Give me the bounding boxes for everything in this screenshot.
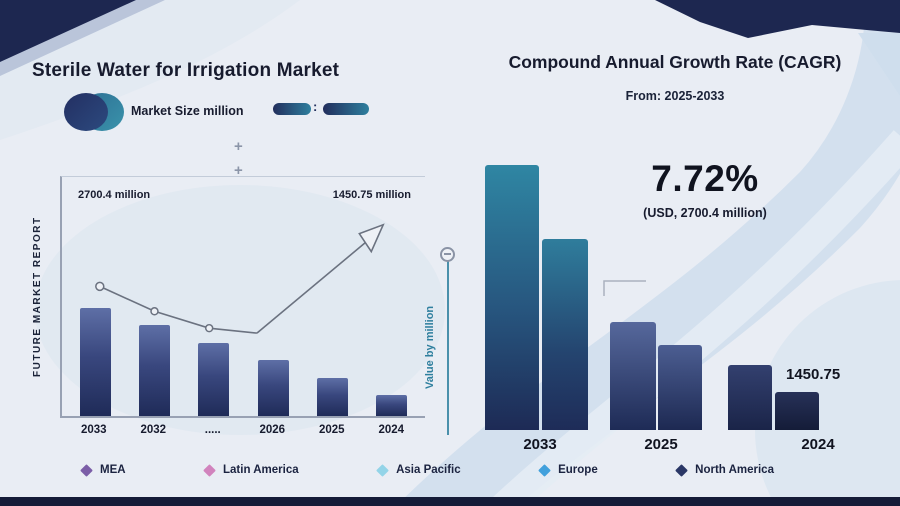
right-chart-category: 2025 [644, 436, 678, 453]
legend-diamond-icon [675, 463, 689, 477]
left-chart-bar-..... [198, 343, 230, 416]
legend-label: Asia Pacific [396, 464, 461, 476]
left-chart-bar-column [66, 177, 125, 416]
right-chart-y-axis-label: Value by million [424, 305, 436, 389]
left-chart-category: 2033 [80, 424, 107, 436]
right-chart-bar-2 [610, 322, 656, 430]
legend-diamond-icon [538, 463, 551, 477]
right-chart-category: 2024 [801, 436, 835, 453]
cagr-stat: 7.72% (USD, 2700.4 million) [560, 158, 850, 220]
legend-diamond-icon [376, 463, 389, 477]
left-chart-category: 2026 [259, 424, 286, 436]
legend-label: Latin America [223, 464, 299, 476]
legend-diamond-icon [80, 463, 93, 477]
cagr-chart: 2033 2025 2024 1450.75 [470, 160, 880, 453]
legend-pill-icon [323, 103, 369, 115]
cagr-caption: (USD, 2700.4 million) [643, 206, 767, 220]
cagr-header: Compound Annual Growth Rate (CAGR) From:… [455, 52, 895, 103]
plus-decoration: + [234, 162, 243, 179]
cagr-title: Compound Annual Growth Rate (CAGR) [508, 52, 842, 72]
right-chart-axis-line [447, 258, 449, 435]
right-chart-bar-5 [775, 392, 819, 430]
left-chart-bar-column [303, 177, 362, 416]
right-chart-category: 2033 [523, 436, 557, 453]
left-chart-y-axis-label: FUTURE MARKET REPORT [32, 216, 43, 378]
left-chart-x-axis: 2033 2032..... 2026 2025 2024 [60, 424, 425, 436]
cagr-value: 7.72% [651, 158, 759, 199]
right-chart-bar-4 [728, 365, 772, 430]
right-chart-bar-1 [542, 239, 588, 430]
left-chart-bar-column [362, 177, 421, 416]
left-chart-bar-column [244, 177, 303, 416]
legend-item-europe: Europe [538, 463, 598, 477]
left-chart-bar-2025 [316, 378, 348, 416]
legend-item-mea: MEA [80, 463, 126, 477]
legend-pill-icon [273, 103, 311, 115]
left-chart-bar-column [184, 177, 243, 416]
legend-separator: : [313, 99, 318, 114]
left-chart-bar-2026 [257, 360, 289, 416]
left-chart-category: 2024 [378, 424, 405, 436]
left-chart-category: ..... [204, 424, 221, 436]
left-chart-category: 2025 [318, 424, 345, 436]
right-chart-bar-0 [485, 165, 539, 430]
legend-item-asia-pacific: Asia Pacific [376, 463, 461, 477]
page-title: Sterile Water for Irrigation Market [32, 60, 340, 81]
market-size-label: Market Size million [131, 104, 244, 118]
left-chart-bars [62, 177, 425, 416]
plus-decoration: + [234, 138, 243, 155]
market-size-icon [64, 92, 124, 132]
value-annotation: 1450.75 [786, 366, 841, 383]
corner-decoration [0, 0, 136, 62]
cagr-period: From: 2025-2033 [625, 89, 725, 103]
left-chart-bar-2033 [80, 308, 112, 416]
legend-label: North America [695, 464, 774, 476]
end-value-annotation: 1450.75 million [332, 189, 411, 201]
legend-item-latin-america: Latin America [203, 463, 299, 477]
circle-marker-icon [440, 247, 455, 262]
left-chart-bar-2024 [375, 395, 407, 416]
legend-item-north-america: North America [675, 463, 774, 477]
legend-label: Europe [558, 464, 598, 476]
left-chart-bar-2032 [139, 325, 171, 416]
region-legend: MEA Latin America Asia Pacific Europe North … [80, 463, 774, 477]
right-chart-bar-3 [658, 345, 702, 430]
bottom-bar-decoration [0, 497, 900, 506]
left-chart-category: 2032 [140, 424, 167, 436]
cylinder-front-shape [64, 93, 108, 131]
legend-label: MEA [100, 464, 126, 476]
legend-diamond-icon [203, 463, 216, 477]
start-value-annotation: 2700.4 million [78, 189, 151, 201]
left-chart-bar-column [125, 177, 184, 416]
market-size-chart: 2700.4 million 1450.75 million [60, 176, 425, 418]
